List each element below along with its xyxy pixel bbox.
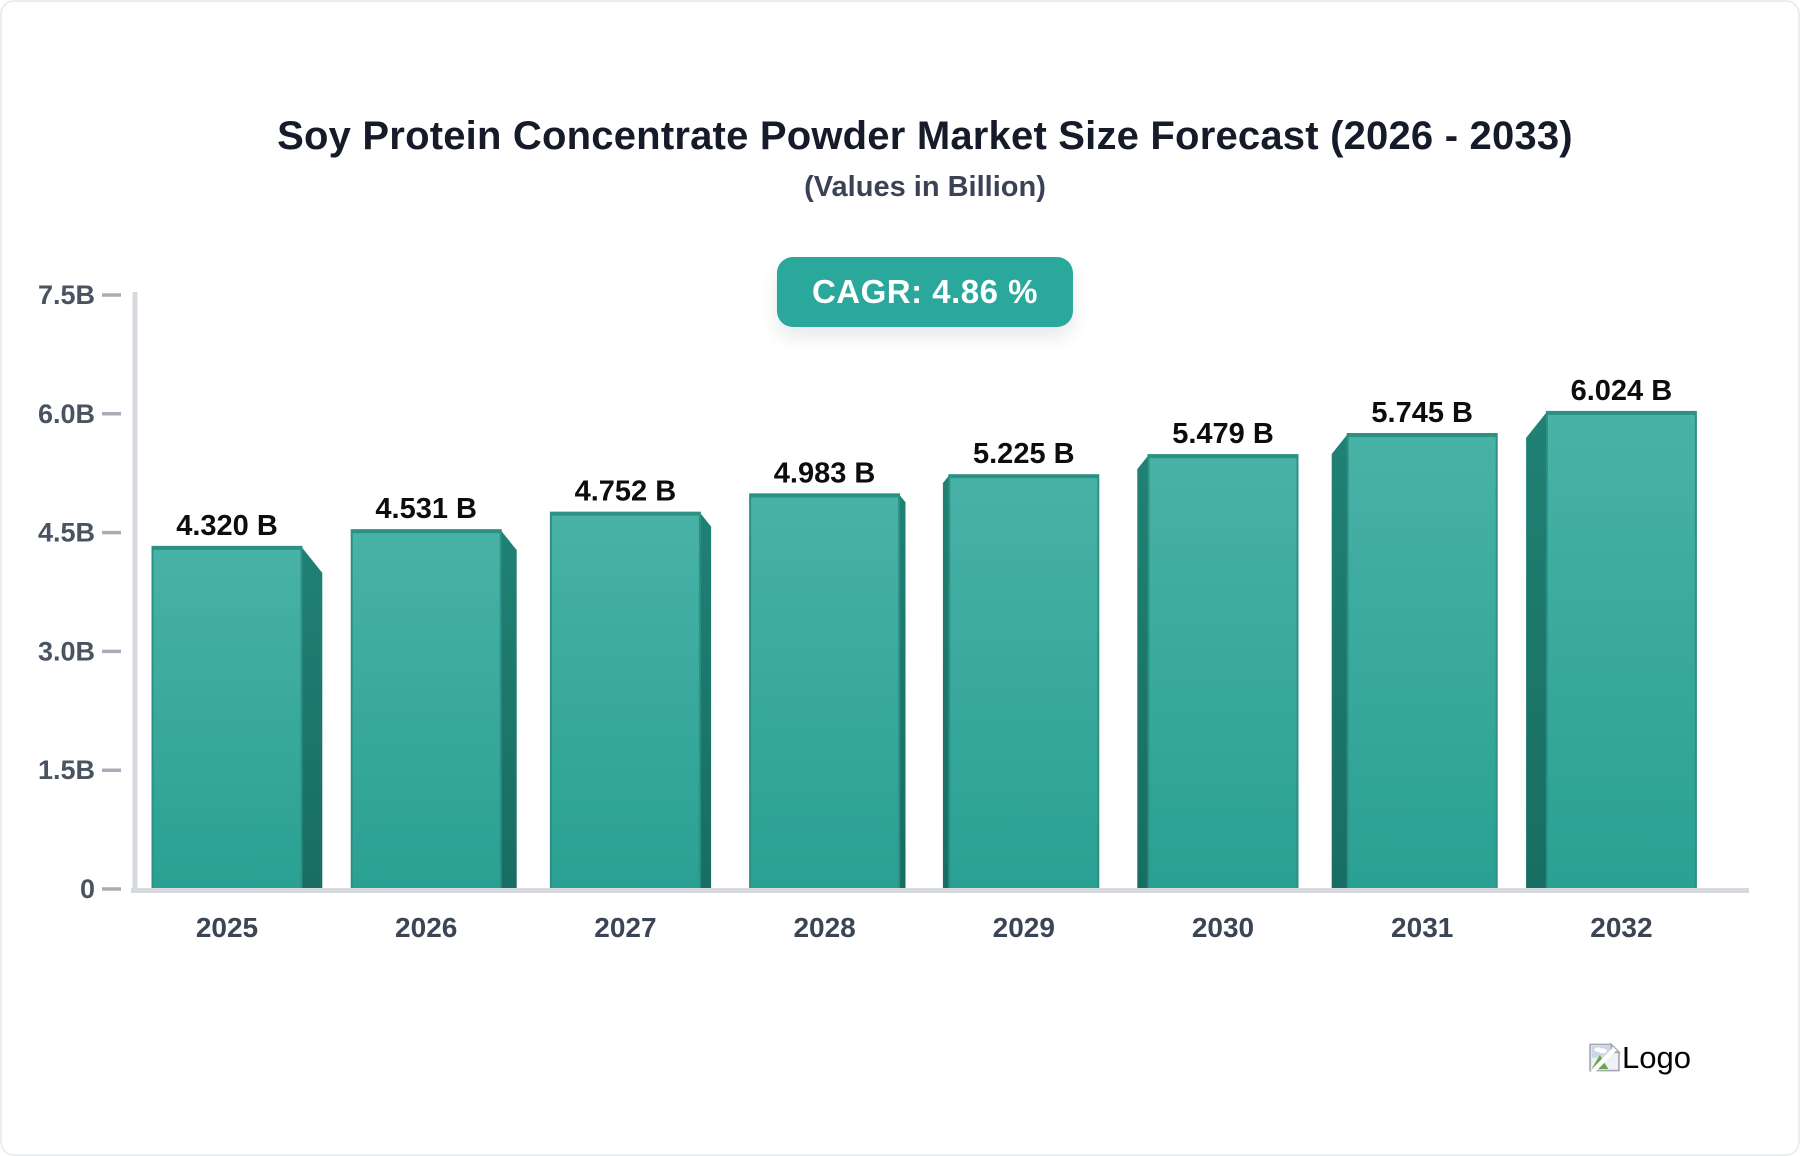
x-tick-label-2029: 2029 <box>993 912 1055 943</box>
bar-side <box>1526 411 1547 889</box>
bar-side <box>1331 433 1348 889</box>
x-tick-label-2032: 2032 <box>1590 912 1652 943</box>
x-tick-label-2030: 2030 <box>1192 912 1254 943</box>
bar-front <box>749 493 901 890</box>
y-tick-label-2: 4.5B <box>38 518 95 548</box>
x-tick-label-2031: 2031 <box>1391 912 1453 943</box>
bar-side <box>1137 455 1149 889</box>
bar-group-2029 <box>942 474 1100 890</box>
bar-value-label-2031: 5.745 B <box>1371 397 1473 429</box>
bar-front <box>1545 410 1697 890</box>
bar-side <box>942 475 950 889</box>
bar-value-label-2032: 6.024 B <box>1571 375 1673 407</box>
bar-front <box>1147 454 1299 890</box>
bar-front <box>350 529 502 890</box>
bar-value-label-2030: 5.479 B <box>1172 418 1274 450</box>
logo: Logo <box>1588 1042 1691 1073</box>
logo-alt-text: Logo <box>1622 1040 1691 1075</box>
broken-image-icon <box>1589 1042 1621 1073</box>
y-tick-label-4: 1.5B <box>38 755 95 785</box>
y-tick-label-3: 3.0B <box>38 636 95 666</box>
bar-value-label-2028: 4.983 B <box>774 457 876 489</box>
bar-value-label-2027: 4.752 B <box>575 476 677 508</box>
cagr-badge: CAGR: 4.86 % <box>776 257 1074 327</box>
bar-side <box>500 530 517 889</box>
bar-front <box>549 511 701 890</box>
y-tick-label-5: 0 <box>80 874 95 904</box>
x-tick-label-2027: 2027 <box>594 912 656 943</box>
bar-group-2025 <box>151 545 323 891</box>
bar-front <box>151 545 303 891</box>
bar-side <box>301 546 323 889</box>
bar-value-label-2025: 4.320 B <box>176 510 278 542</box>
x-tick-label-2026: 2026 <box>395 912 457 943</box>
bar-group-2026 <box>350 529 517 890</box>
bar-side <box>699 512 712 889</box>
bar-group-2031 <box>1331 432 1498 890</box>
bar-value-label-2026: 4.531 B <box>375 493 477 525</box>
bar-group-2027 <box>549 511 712 890</box>
bar-front <box>948 474 1100 890</box>
bar-group-2032 <box>1526 410 1697 890</box>
y-tick-label-0: 7.5B <box>38 280 95 310</box>
bar-value-label-2029: 5.225 B <box>973 438 1075 470</box>
x-tick-label-2025: 2025 <box>196 912 258 943</box>
bar-side <box>899 494 906 889</box>
bar-group-2028 <box>749 493 906 890</box>
x-tick-label-2028: 2028 <box>793 912 855 943</box>
bar-group-2030 <box>1137 454 1299 890</box>
chart-subtitle: (Values in Billion) <box>804 171 1046 203</box>
chart-title: Soy Protein Concentrate Powder Market Si… <box>277 114 1573 158</box>
bar-front <box>1346 432 1498 890</box>
y-tick-label-1: 6.0B <box>38 399 95 429</box>
